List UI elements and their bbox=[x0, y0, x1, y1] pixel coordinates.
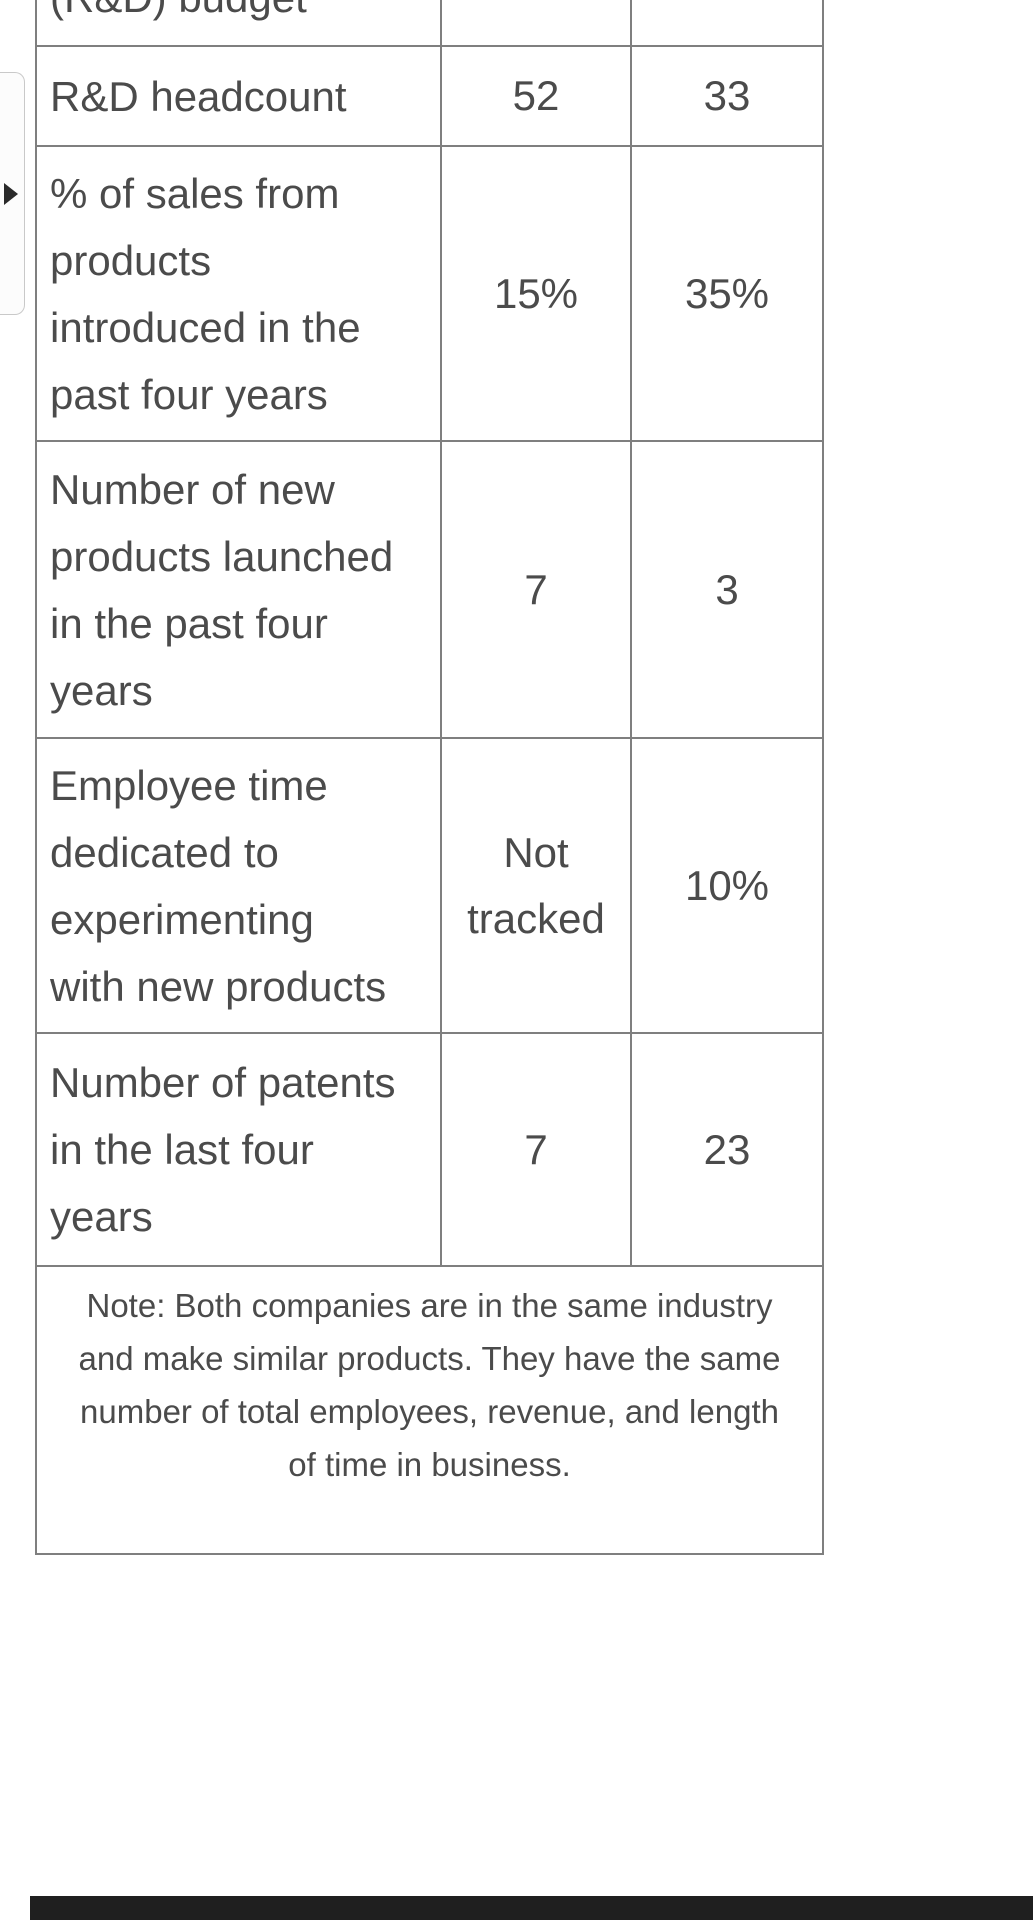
value-b-cell: 10% bbox=[630, 737, 824, 1034]
value-a-cell: Not tracked bbox=[440, 737, 632, 1034]
value-b-cell: 35% bbox=[630, 145, 824, 442]
note-cell: Note: Both companies are in the same ind… bbox=[35, 1265, 824, 1555]
table-row: Number of patents in the last four years… bbox=[35, 1032, 824, 1267]
value-a-cell: 15% bbox=[440, 145, 632, 442]
value-b-cell: 33 bbox=[630, 45, 824, 147]
value-b-cell bbox=[630, 0, 824, 47]
table-row: % of sales from products introduced in t… bbox=[35, 145, 824, 442]
drawer-toggle[interactable] bbox=[0, 72, 25, 315]
value-b-cell: 23 bbox=[630, 1032, 824, 1267]
chevron-right-icon bbox=[3, 182, 18, 205]
table-row: (R&D) budget bbox=[35, 0, 824, 47]
metric-label-cell: Number of patents in the last four years bbox=[35, 1032, 442, 1267]
metrics-table-container: (R&D) budget R&D headcount 52 33 % of sa… bbox=[35, 0, 824, 1555]
metric-label-cell: (R&D) budget bbox=[35, 0, 442, 47]
table-row: Employee time dedicated to experimenting… bbox=[35, 737, 824, 1034]
bottom-bar bbox=[30, 1896, 1033, 1920]
metric-label-cell: R&D headcount bbox=[35, 45, 442, 147]
value-a-cell: 7 bbox=[440, 440, 632, 739]
value-a-cell: 7 bbox=[440, 1032, 632, 1267]
metric-label-cell: % of sales from products introduced in t… bbox=[35, 145, 442, 442]
value-b-cell: 3 bbox=[630, 440, 824, 739]
value-a-cell: 52 bbox=[440, 45, 632, 147]
table-row: Number of new products launched in the p… bbox=[35, 440, 824, 739]
value-a-cell bbox=[440, 0, 632, 47]
metric-label-cell: Number of new products launched in the p… bbox=[35, 440, 442, 739]
table-row: R&D headcount 52 33 bbox=[35, 45, 824, 147]
table-row: Note: Both companies are in the same ind… bbox=[35, 1265, 824, 1555]
metric-label-cell: Employee time dedicated to experimenting… bbox=[35, 737, 442, 1034]
metrics-table: (R&D) budget R&D headcount 52 33 % of sa… bbox=[35, 0, 824, 1555]
